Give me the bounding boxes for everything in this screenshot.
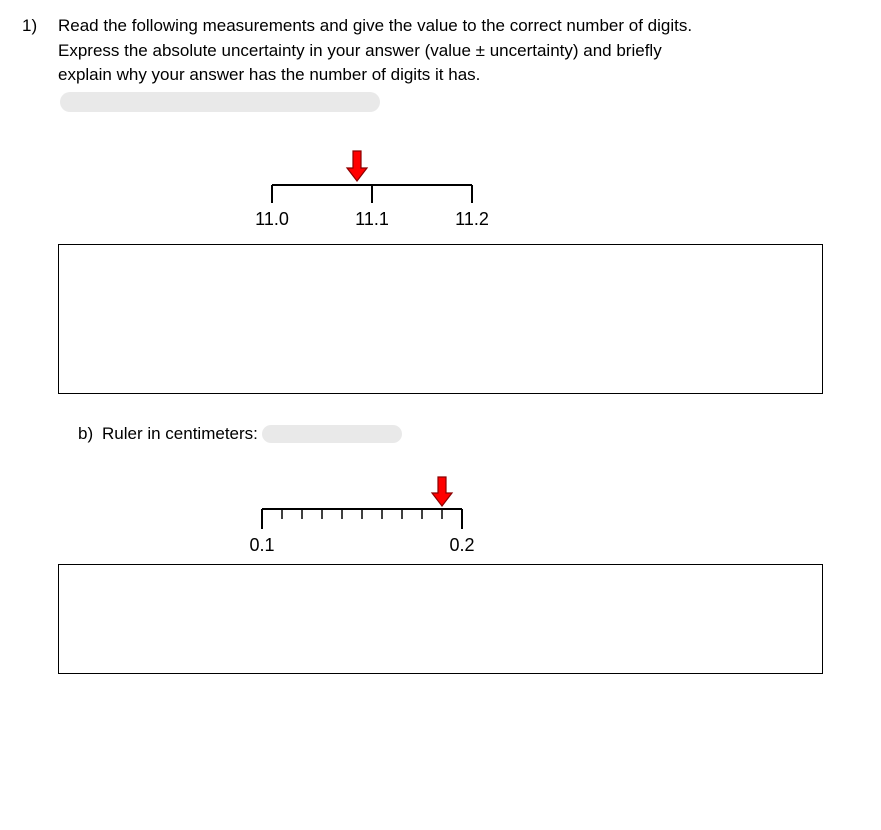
question-line1: Read the following measurements and give… (58, 16, 692, 35)
part-b-row: b) Ruler in centimeters: (78, 422, 859, 447)
question-line3: explain why your answer has the number o… (58, 65, 480, 84)
scale-a-svg: 11.0 11.1 11.2 (242, 140, 522, 230)
ruler-b-label: 0.1 (249, 535, 274, 552)
arrow-b-icon (432, 477, 452, 506)
erased-region-b (262, 425, 402, 443)
figure-a: 11.0 11.1 11.2 (22, 140, 859, 230)
erased-region-a (60, 92, 380, 112)
ruler-b-svg: 0.1 0.2 (242, 467, 502, 552)
part-b-label: b) (78, 422, 102, 447)
answer-box-b[interactable] (58, 564, 823, 674)
ruler-b-label: 0.2 (449, 535, 474, 552)
question-number: 1) (22, 14, 58, 88)
question-text: Read the following measurements and give… (58, 14, 859, 88)
arrow-a-icon (347, 151, 367, 181)
question-line2: Express the absolute uncertainty in your… (58, 41, 662, 60)
scale-a-label: 11.2 (455, 209, 489, 229)
answer-box-a[interactable] (58, 244, 823, 394)
question-row: 1) Read the following measurements and g… (22, 14, 859, 88)
part-b-text: Ruler in centimeters: (102, 422, 258, 447)
scale-a-label: 11.0 (255, 209, 289, 229)
figure-b: 0.1 0.2 (22, 467, 859, 552)
scale-a-label: 11.1 (355, 209, 389, 229)
